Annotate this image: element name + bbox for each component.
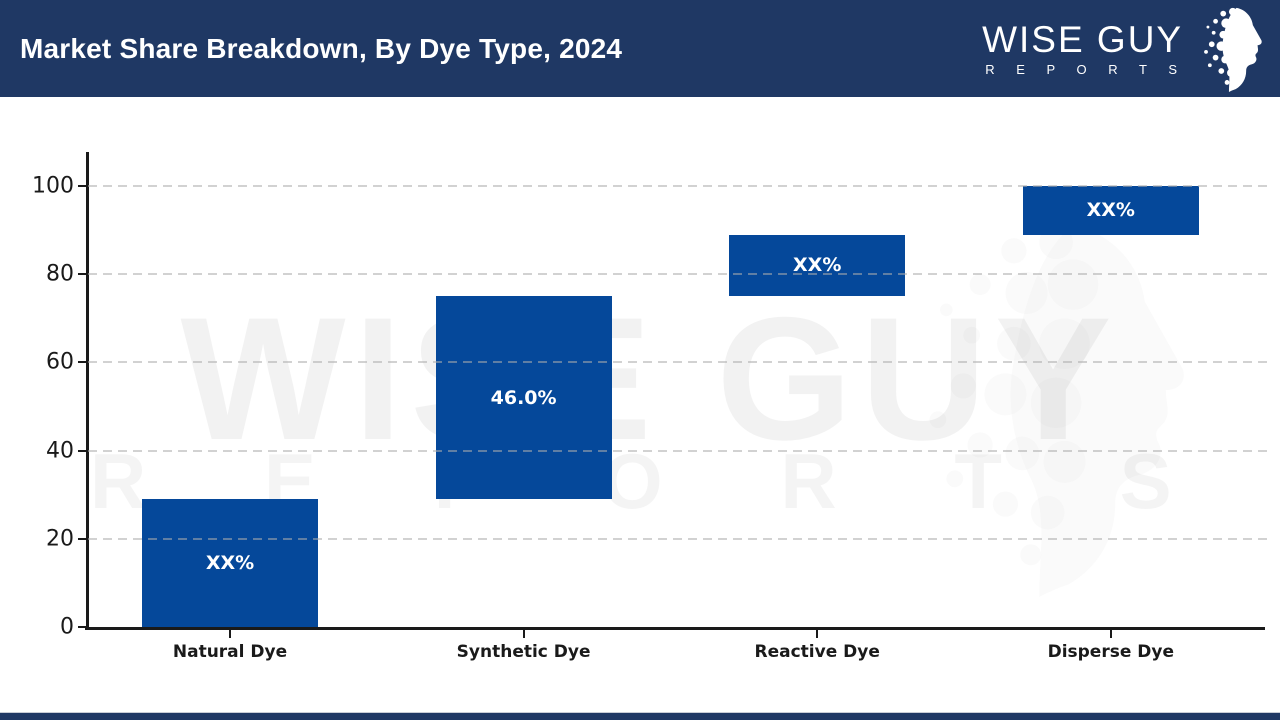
bar-reactive-dye <box>729 234 906 297</box>
bar-value-label-synthetic-dye: 46.0% <box>490 386 557 409</box>
y-tick-label-100: 100 <box>32 173 74 199</box>
page-title: Market Share Breakdown, By Dye Type, 202… <box>20 32 623 64</box>
x-tick-mark-synthetic-dye <box>522 630 525 638</box>
y-tick-mark-100 <box>78 185 86 187</box>
bar-disperse-dye <box>1022 186 1199 235</box>
x-tick-label-natural-dye: Natural Dye <box>172 642 288 662</box>
footer-bar <box>0 712 1280 720</box>
logo-text: WISE GUY R E P O R T S <box>979 21 1186 76</box>
waterfall-chart: 0 20 40 60 80 100 XX% Natural Dye 46.0% Synthetic… <box>0 97 1280 713</box>
gridline-80 <box>88 273 1268 276</box>
x-axis-line <box>85 627 1265 630</box>
y-tick-mark-0 <box>78 626 86 628</box>
wise-guy-reports-logo: WISE GUY R E P O R T S <box>979 6 1266 92</box>
y-axis-line <box>86 152 89 630</box>
gridline-20 <box>88 537 1268 540</box>
logo-subtitle: R E P O R T S <box>985 62 1186 77</box>
x-tick-mark-reactive-dye <box>816 630 819 638</box>
x-tick-mark-natural-dye <box>229 630 231 638</box>
bar-value-label-reactive-dye: XX% <box>793 254 842 277</box>
bar-value-label-natural-dye: XX% <box>205 552 255 575</box>
x-tick-label-disperse-dye: Disperse Dye <box>1047 642 1175 662</box>
head-profile-icon <box>1204 7 1262 92</box>
bar-natural-dye <box>142 499 318 627</box>
y-tick-label-80: 80 <box>46 261 74 287</box>
gridline-60 <box>88 361 1268 364</box>
y-tick-mark-80 <box>78 273 86 276</box>
x-tick-mark-disperse-dye <box>1109 630 1112 638</box>
x-tick-label-synthetic-dye: Synthetic Dye <box>456 642 591 662</box>
y-tick-mark-20 <box>78 537 86 540</box>
logo-wordmark: WISE GUY <box>982 19 1184 60</box>
x-tick-label-reactive-dye: Reactive Dye <box>754 642 880 662</box>
y-tick-mark-40 <box>78 449 86 452</box>
gridline-100 <box>88 185 1268 187</box>
bar-value-label-disperse-dye: XX% <box>1086 199 1135 222</box>
bar-synthetic-dye <box>435 296 612 500</box>
y-tick-label-40: 40 <box>46 438 74 464</box>
y-tick-label-20: 20 <box>46 526 74 552</box>
header-bar: Market Share Breakdown, By Dye Type, 202… <box>0 0 1280 97</box>
gridline-40 <box>88 449 1268 452</box>
y-tick-label-0: 0 <box>60 614 74 640</box>
y-tick-label-60: 60 <box>46 349 74 375</box>
y-tick-mark-60 <box>78 361 86 364</box>
